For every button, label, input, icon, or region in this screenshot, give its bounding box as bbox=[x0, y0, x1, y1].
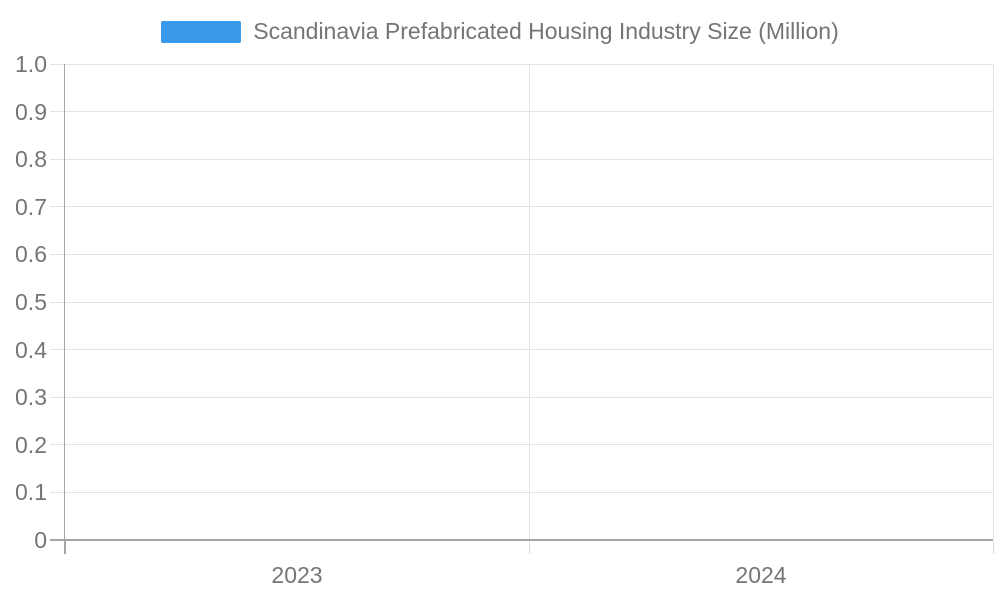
x-gridline bbox=[528, 64, 530, 540]
y-axis-tick bbox=[50, 206, 65, 208]
y-axis-tick bbox=[50, 111, 65, 113]
legend[interactable]: Scandinavia Prefabricated Housing Indust… bbox=[0, 18, 1000, 45]
y-axis-tick bbox=[50, 444, 65, 446]
y-tick-label: 0.8 bbox=[15, 146, 47, 173]
y-axis-tick bbox=[50, 158, 65, 160]
y-tick-label: 0.7 bbox=[15, 193, 47, 220]
x-axis-tick bbox=[528, 541, 530, 554]
x-axis-tick bbox=[992, 541, 994, 554]
y-tick-label: 0.1 bbox=[15, 479, 47, 506]
legend-label: Scandinavia Prefabricated Housing Indust… bbox=[253, 18, 839, 44]
y-axis-tick bbox=[50, 396, 65, 398]
y-tick-label: 1.0 bbox=[15, 51, 47, 77]
y-axis-tick bbox=[50, 253, 65, 255]
y-axis-tick bbox=[50, 349, 65, 351]
x-axis-line bbox=[64, 539, 993, 541]
y-tick-label: 0.6 bbox=[15, 241, 47, 268]
y-axis-line bbox=[63, 64, 65, 540]
y-tick-label: 0.3 bbox=[15, 384, 47, 411]
y-tick-label: 0.2 bbox=[15, 431, 47, 458]
y-tick-label: 0.9 bbox=[15, 98, 47, 125]
y-axis-tick bbox=[50, 301, 65, 303]
x-tick-label: 2023 bbox=[271, 562, 323, 588]
y-axis-tick bbox=[50, 491, 65, 493]
y-axis-tick bbox=[50, 63, 65, 65]
y-tick-label: 0.5 bbox=[15, 289, 47, 315]
x-axis-tick bbox=[64, 541, 66, 554]
legend-swatch bbox=[161, 20, 242, 43]
x-gridline bbox=[992, 64, 994, 540]
y-axis-tick bbox=[50, 539, 65, 541]
y-tick-label: 0 bbox=[34, 527, 47, 553]
y-tick-label: 0.4 bbox=[15, 336, 47, 363]
x-tick-label: 2024 bbox=[735, 562, 787, 588]
